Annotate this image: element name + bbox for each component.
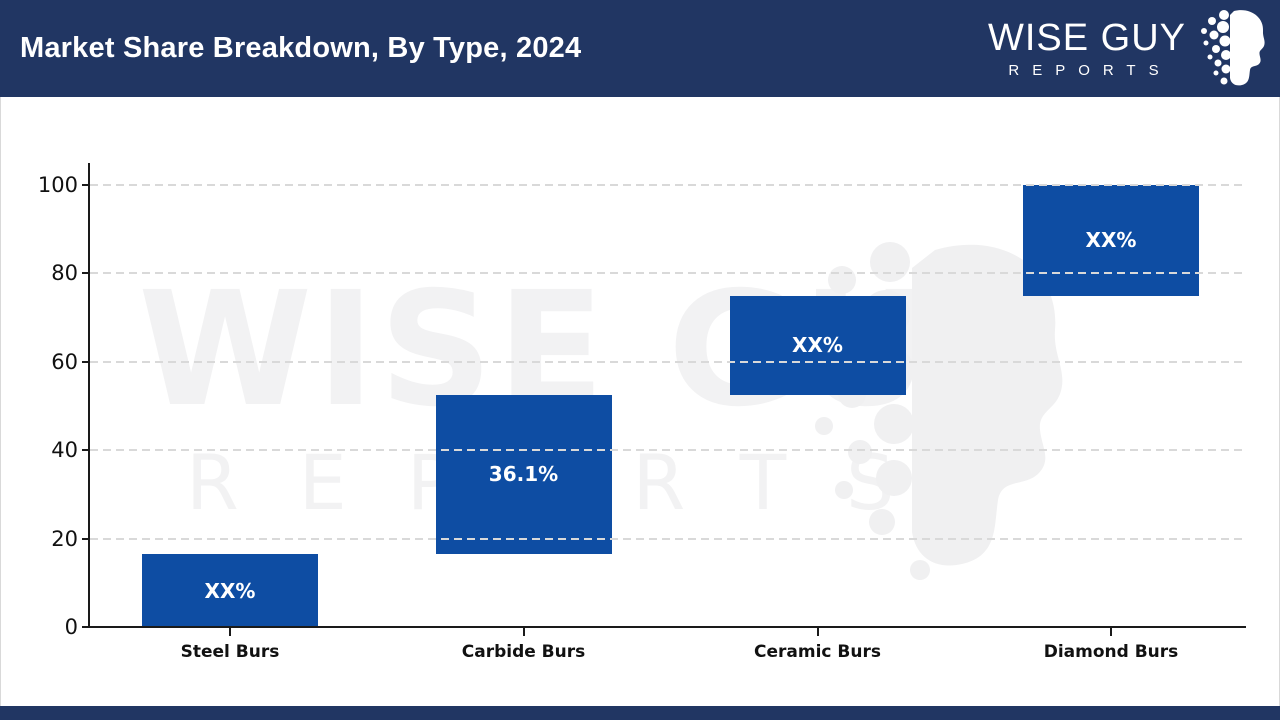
y-tick-label-60: 60 [51, 349, 78, 374]
x-axis-line [88, 626, 1246, 628]
bar-diamond-burs [1023, 185, 1199, 296]
y-tick-0 [82, 626, 90, 628]
x-tick-label-ceramic-burs: Ceramic Burs [754, 642, 881, 662]
y-tick-label-80: 80 [51, 261, 78, 286]
y-tick-60 [82, 360, 90, 363]
footer-band [0, 706, 1280, 720]
header-band: Market Share Breakdown, By Type, 2024 WI… [0, 0, 1280, 97]
bar-steel-burs [142, 554, 318, 627]
page-title: Market Share Breakdown, By Type, 2024 [20, 32, 582, 64]
x-tick-carbide-burs [522, 627, 525, 636]
bar-value-label-carbide-burs: 36.1% [488, 462, 559, 487]
bar-carbide-burs [435, 394, 612, 555]
bar-value-label-steel-burs: XX% [204, 578, 256, 603]
y-tick-label-100: 100 [37, 173, 78, 197]
x-tick-ceramic-burs [816, 627, 819, 636]
y-tick-20 [82, 537, 90, 540]
brand-logo-text: WISE GUY REPORTS [988, 19, 1186, 78]
bar-value-label-diamond-burs: XX% [1085, 228, 1137, 253]
gridline-60 [90, 360, 1246, 363]
bar-value-label-ceramic-burs: XX% [792, 333, 843, 358]
brand-head-icon [1201, 9, 1265, 85]
y-axis-line [88, 163, 90, 628]
x-tick-diamond-burs [1110, 627, 1112, 636]
x-tick-label-carbide-burs: Carbide Burs [461, 642, 586, 662]
x-tick-label-diamond-burs: Diamond Burs [1043, 642, 1179, 662]
x-tick-label-steel-burs: Steel Burs [180, 642, 280, 662]
gridline-100 [90, 184, 1246, 186]
y-tick-label-20: 20 [51, 526, 78, 551]
y-tick-label-0: 0 [64, 615, 78, 639]
x-tick-steel-burs [229, 627, 231, 636]
y-tick-label-40: 40 [51, 438, 78, 463]
brand-subtitle: REPORTS [1008, 62, 1172, 79]
brand-name: WISE GUY [987, 17, 1186, 59]
gridline-40 [90, 449, 1246, 452]
bar-ceramic-burs [729, 295, 906, 395]
brand-logo: WISE GUY REPORTS [988, 5, 1268, 93]
gridline-20 [90, 537, 1246, 540]
y-tick-40 [82, 449, 90, 452]
y-tick-80 [82, 272, 90, 275]
y-tick-100 [82, 184, 90, 186]
gridline-80 [90, 272, 1246, 275]
